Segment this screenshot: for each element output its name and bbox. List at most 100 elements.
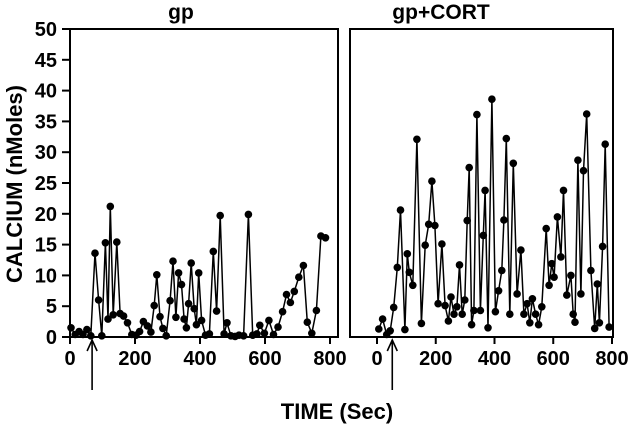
data-point-marker	[434, 299, 442, 308]
data-point-marker	[91, 249, 99, 257]
data-point-marker	[590, 324, 599, 333]
data-point-marker	[444, 317, 453, 325]
data-point-marker	[579, 166, 588, 175]
data-point-marker	[265, 316, 273, 325]
data-point-marker	[598, 242, 607, 251]
data-point-marker	[194, 269, 203, 277]
data-point-marker	[269, 330, 278, 339]
data-point-marker	[101, 239, 110, 247]
y-tick-label: 30	[35, 142, 57, 164]
data-point-marker	[177, 280, 186, 289]
data-point-marker	[574, 156, 582, 164]
data-point-marker	[593, 280, 602, 288]
x-tick-label: 800	[313, 348, 346, 370]
y-axis-label: CALCIUM (nMoles)	[2, 85, 27, 283]
data-point-marker	[169, 257, 177, 266]
y-tick-label: 35	[35, 111, 57, 133]
data-point-marker	[143, 322, 152, 330]
data-point-marker	[517, 246, 525, 254]
data-point-marker	[205, 330, 214, 338]
y-tick-label: 50	[35, 19, 57, 41]
data-point-marker	[520, 310, 528, 319]
y-tick-label: 45	[35, 50, 57, 72]
data-point-marker	[531, 310, 540, 319]
data-point-marker	[282, 290, 291, 299]
data-point-marker	[244, 210, 253, 219]
x-tick-label: 400	[183, 348, 216, 370]
data-point-marker	[577, 290, 585, 298]
data-point-marker	[396, 206, 405, 214]
x-tick-label: 200	[419, 348, 452, 370]
data-point-marker	[538, 303, 546, 311]
data-point-marker	[587, 266, 595, 275]
data-point-marker	[550, 273, 558, 282]
data-point-marker	[559, 186, 568, 195]
data-point-marker	[401, 325, 409, 334]
data-point-marker	[479, 231, 488, 240]
data-point-marker	[135, 327, 144, 336]
x-tick-label: 400	[478, 348, 511, 370]
data-point-marker	[87, 332, 95, 340]
data-point-marker	[278, 307, 287, 316]
data-point-marker	[209, 247, 218, 256]
data-point-marker	[253, 330, 261, 338]
data-point-marker	[83, 325, 91, 334]
data-point-marker	[473, 110, 481, 119]
data-point-marker	[166, 296, 174, 305]
data-point-marker	[441, 301, 449, 310]
data-point-marker	[563, 291, 571, 299]
data-point-marker	[528, 295, 537, 303]
data-point-marker	[286, 298, 295, 307]
panel-title-gp-cort: gp+CORT	[392, 1, 490, 24]
data-point-marker	[605, 323, 613, 331]
data-point-marker	[461, 296, 469, 304]
data-point-marker	[104, 315, 112, 323]
data-point-marker	[192, 320, 201, 329]
data-point-marker	[180, 315, 188, 323]
data-point-marker	[438, 240, 446, 248]
data-point-marker	[255, 321, 264, 330]
x-tick-label: 0	[371, 348, 382, 370]
data-point-marker	[150, 301, 158, 310]
data-point-marker	[476, 306, 485, 315]
data-point-marker	[500, 216, 508, 224]
data-point-marker	[197, 316, 206, 325]
data-point-marker	[595, 319, 604, 327]
data-point-marker	[488, 95, 496, 103]
data-point-marker	[428, 177, 436, 185]
data-point-marker	[455, 261, 464, 269]
data-point-marker	[159, 324, 167, 333]
data-point-marker	[509, 159, 518, 168]
trace-line	[378, 98, 610, 336]
data-point-marker	[548, 259, 556, 268]
data-point-marker	[212, 307, 221, 315]
data-point-marker	[506, 310, 514, 319]
data-point-marker	[153, 271, 161, 279]
data-point-marker	[223, 319, 231, 327]
data-point-marker	[481, 186, 489, 195]
data-point-marker	[447, 293, 455, 301]
panel-title-gp: gp	[168, 1, 194, 24]
data-point-marker	[312, 306, 321, 315]
data-point-marker	[299, 261, 308, 270]
data-point-marker	[553, 213, 562, 221]
data-point-marker	[569, 310, 577, 319]
data-point-marker	[182, 324, 191, 332]
data-point-marker	[526, 319, 534, 327]
data-point-marker	[162, 332, 170, 340]
y-tick-label: 5	[46, 296, 57, 318]
data-point-marker	[119, 312, 128, 320]
data-point-marker	[147, 328, 155, 336]
stimulus-arrow-head	[86, 338, 98, 352]
data-point-marker	[498, 266, 506, 275]
data-point-marker	[274, 323, 282, 331]
data-point-marker	[467, 320, 476, 329]
data-point-marker	[172, 313, 180, 322]
data-point-marker	[156, 312, 164, 321]
data-point-marker	[557, 253, 565, 261]
data-point-marker	[106, 202, 115, 211]
data-point-marker	[424, 220, 433, 229]
data-point-marker	[417, 319, 426, 328]
